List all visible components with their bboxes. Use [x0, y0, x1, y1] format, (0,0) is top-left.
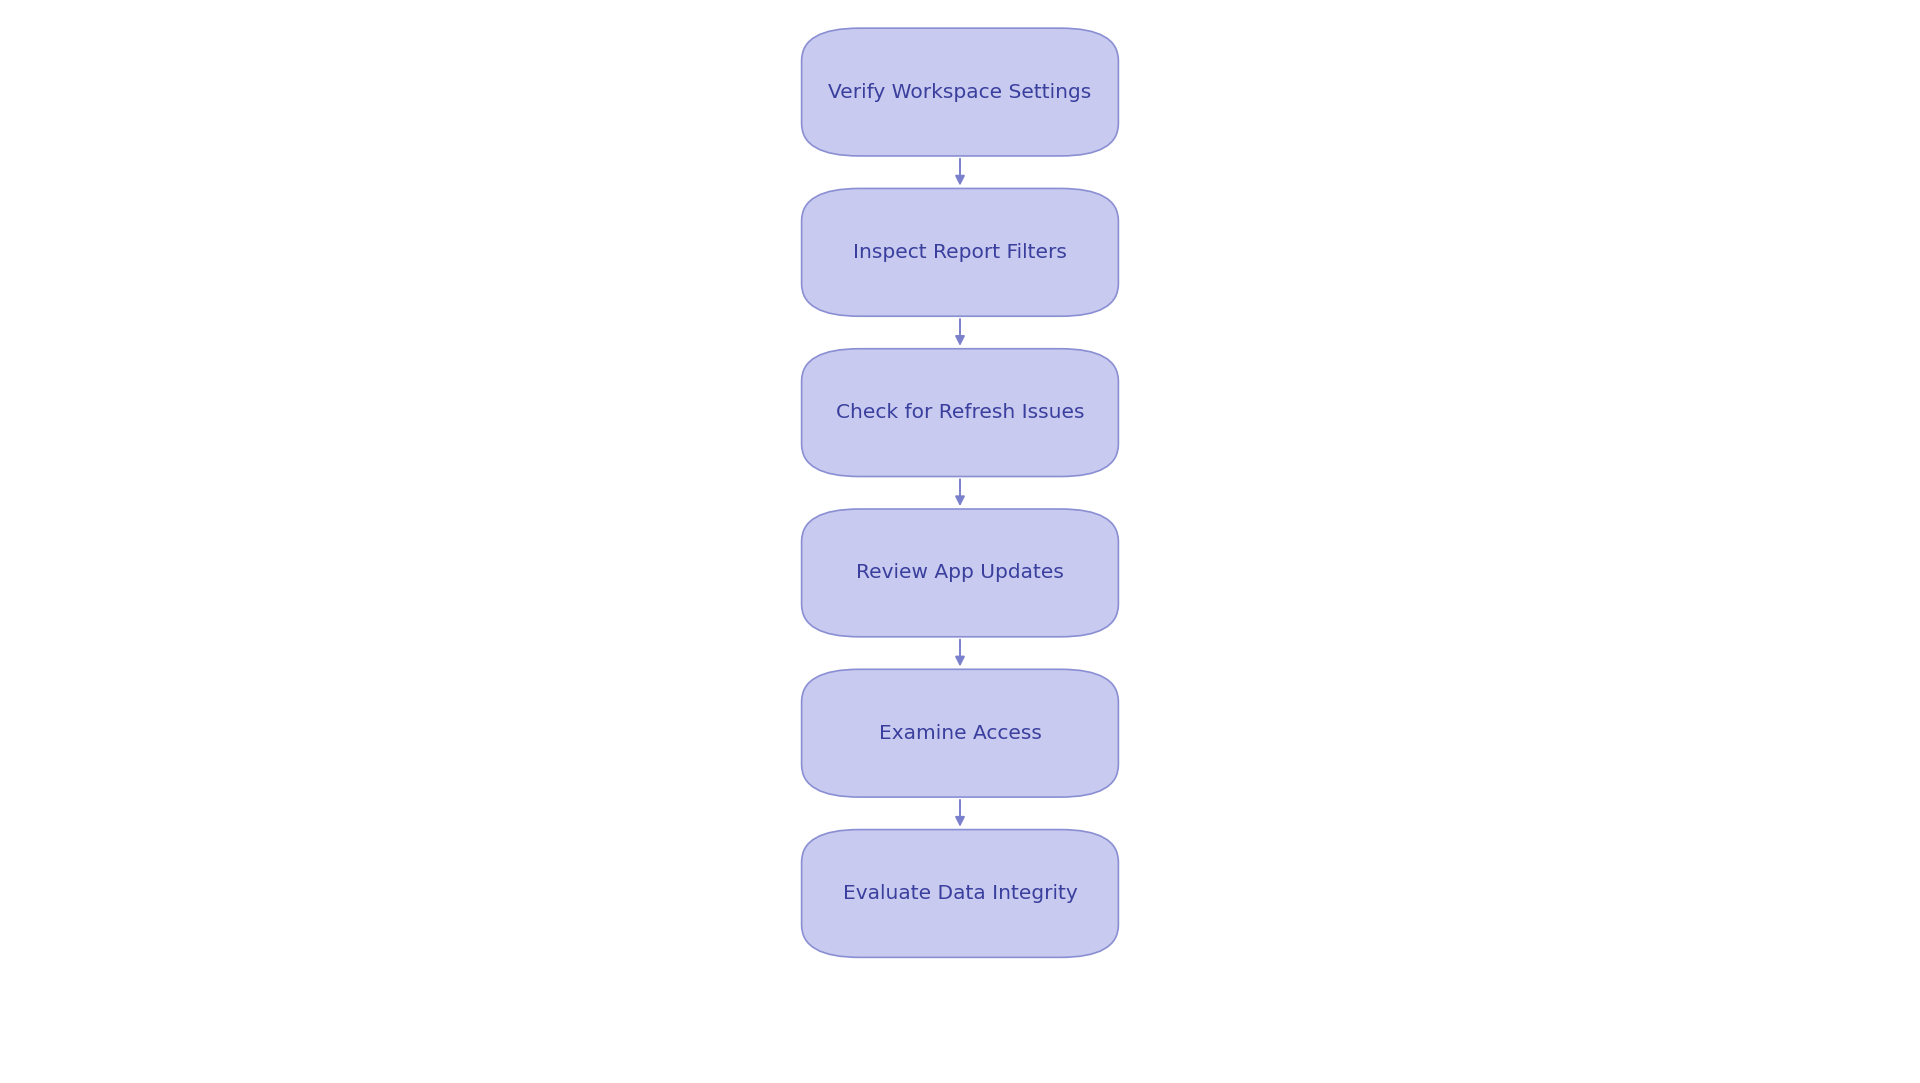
Text: Evaluate Data Integrity: Evaluate Data Integrity [843, 884, 1077, 903]
Text: Inspect Report Filters: Inspect Report Filters [852, 243, 1068, 262]
FancyBboxPatch shape [801, 188, 1117, 316]
FancyBboxPatch shape [801, 509, 1117, 637]
Text: Verify Workspace Settings: Verify Workspace Settings [828, 82, 1092, 102]
Text: Examine Access: Examine Access [879, 723, 1041, 743]
FancyBboxPatch shape [801, 349, 1117, 477]
Text: Review App Updates: Review App Updates [856, 563, 1064, 583]
FancyBboxPatch shape [801, 830, 1117, 957]
FancyBboxPatch shape [801, 28, 1117, 156]
FancyBboxPatch shape [801, 669, 1117, 797]
Text: Check for Refresh Issues: Check for Refresh Issues [835, 403, 1085, 422]
